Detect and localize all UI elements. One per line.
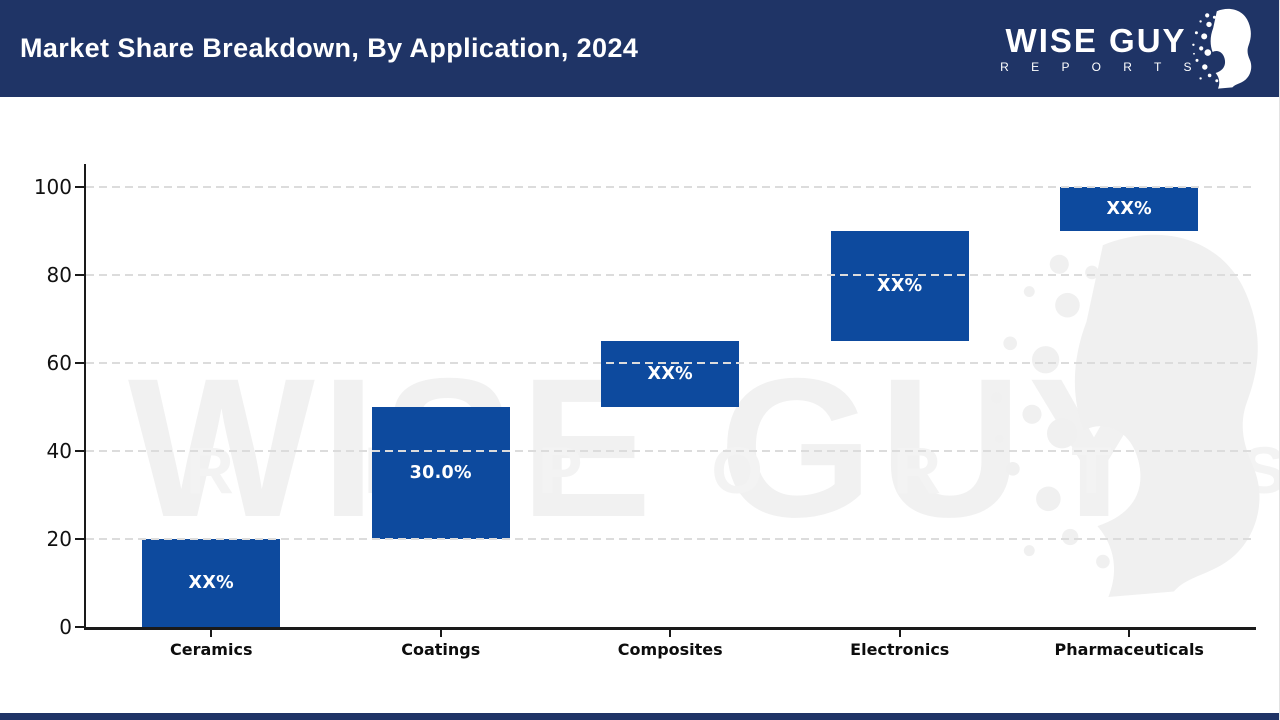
header-bar: Market Share Breakdown, By Application, … — [0, 0, 1279, 97]
page-title: Market Share Breakdown, By Application, … — [20, 33, 639, 63]
x-label-electronics: Electronics — [850, 640, 950, 659]
y-tick-20 — [75, 538, 84, 540]
bar-pharmaceuticals: XX% — [1060, 187, 1199, 231]
gridline-40 — [86, 450, 1256, 452]
logo-wordmark: WISE GUY — [1005, 21, 1187, 59]
x-label-coatings: Coatings — [401, 640, 481, 659]
x-tick-composites — [669, 630, 672, 637]
y-tick-label: 100 — [33, 175, 72, 199]
logo-text: WISE GUY R E P O R T S — [1000, 24, 1192, 74]
wise-guy-reports-logo: WISE GUY R E P O R T S — [1000, 7, 1260, 91]
y-tick-label: 80 — [46, 263, 72, 287]
gridline-80 — [86, 274, 1256, 276]
x-label-ceramics: Ceramics — [170, 640, 253, 659]
y-tick-100 — [75, 186, 84, 188]
y-tick-label: 40 — [46, 439, 72, 463]
y-axis-line — [84, 164, 86, 629]
gridline-20 — [86, 538, 1256, 540]
x-tick-pharmaceuticals — [1128, 630, 1131, 637]
bar-coatings: 30.0% — [371, 407, 510, 539]
bar-electronics: XX% — [830, 231, 969, 341]
y-tick-label: 0 — [59, 615, 72, 639]
y-tick-label: 60 — [46, 351, 72, 375]
bar-composites: XX% — [601, 341, 740, 407]
y-tick-label: 20 — [46, 527, 72, 551]
bar-value-label: XX% — [1106, 199, 1152, 219]
bar-ceramics: XX% — [142, 539, 281, 627]
x-tick-coatings — [439, 630, 442, 637]
bar-value-label: XX% — [188, 573, 234, 593]
x-tick-electronics — [898, 630, 901, 637]
y-tick-0 — [75, 626, 84, 628]
x-axis-line — [84, 627, 1256, 630]
bar-value-label: XX% — [647, 364, 693, 384]
bar-value-label: XX% — [877, 276, 923, 296]
dotted-face-icon — [1192, 8, 1252, 89]
gridline-100 — [86, 186, 1256, 188]
footer-bar — [0, 713, 1279, 720]
gridline-60 — [86, 362, 1256, 364]
logo-subtitle: R E P O R T S — [1000, 59, 1201, 74]
y-tick-60 — [75, 362, 84, 364]
y-tick-80 — [75, 274, 84, 276]
x-label-composites: Composites — [617, 640, 723, 659]
bar-value-label: 30.0% — [409, 463, 472, 483]
x-label-pharmaceuticals: Pharmaceuticals — [1054, 640, 1204, 659]
y-tick-40 — [75, 450, 84, 452]
x-tick-ceramics — [210, 630, 213, 637]
